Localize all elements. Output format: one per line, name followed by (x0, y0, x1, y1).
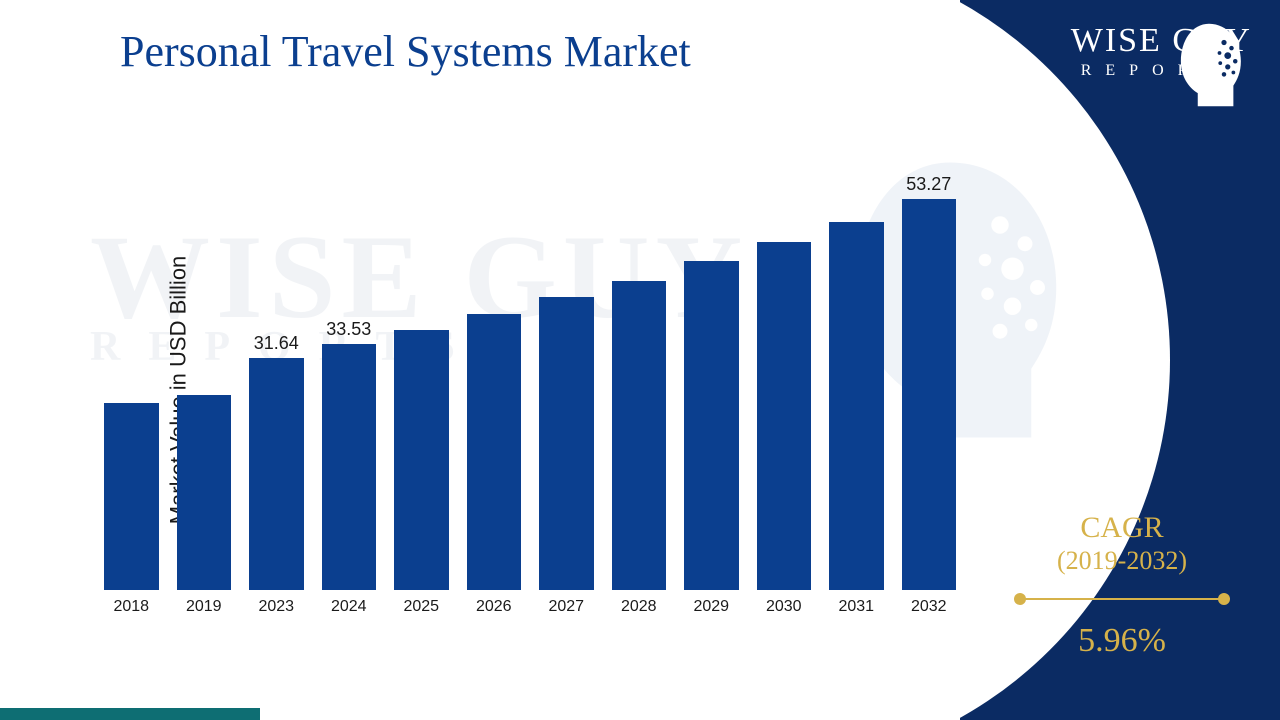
x-axis-label: 2032 (902, 590, 957, 630)
x-axis-label: 2027 (539, 590, 594, 630)
cagr-label: CAGR (1002, 511, 1242, 544)
bar-wrap (684, 237, 739, 590)
x-axis-label: 2025 (394, 590, 449, 630)
bar-wrap (829, 198, 884, 590)
x-axis-label: 2026 (467, 590, 522, 630)
cagr-block: CAGR (2019-2032) 5.96% (1002, 511, 1242, 660)
x-axis-label: 2029 (684, 590, 739, 630)
bar-wrap (104, 379, 159, 590)
bar (612, 281, 667, 590)
bar-value-label: 53.27 (906, 174, 951, 195)
x-axis-label: 2023 (249, 590, 304, 630)
x-axis-label: 2030 (757, 590, 812, 630)
x-axis-label: 2018 (104, 590, 159, 630)
bar-value-label: 31.64 (254, 333, 299, 354)
bar (467, 314, 522, 590)
bar-value-label: 33.53 (326, 319, 371, 340)
bar (539, 297, 594, 590)
bar-wrap (612, 257, 667, 590)
x-axis-label: 2028 (612, 590, 667, 630)
x-axis-label: 2024 (322, 590, 377, 630)
bar-wrap (177, 371, 232, 590)
bar-wrap: 33.53 (322, 319, 377, 590)
x-axis-labels: 2018 2019 2023 2024 2025 2026 2027 2028 2029 2030… (100, 590, 960, 630)
bar-wrap (467, 290, 522, 590)
bar (394, 330, 449, 590)
bar (829, 222, 884, 590)
x-axis-label: 2031 (829, 590, 884, 630)
bar-chart: Market Value in USD Billion 31.6433.5353… (60, 150, 960, 630)
bar (104, 403, 159, 590)
cagr-years: (2019-2032) (1002, 546, 1242, 576)
bar-wrap: 31.64 (249, 333, 304, 590)
cagr-divider (1020, 598, 1224, 600)
plot-area: 31.64 33.53 53.27 (100, 150, 960, 590)
bar-wrap (539, 273, 594, 590)
x-axis-label: 2019 (177, 590, 232, 630)
brand-logo: WISE GUY REPORTS (1071, 22, 1252, 80)
brand-head-icon (1164, 20, 1254, 110)
bar-wrap: 53.27 (902, 174, 957, 590)
bar-wrap (757, 218, 812, 590)
chart-title: Personal Travel Systems Market (120, 26, 691, 77)
cagr-value: 5.96% (1002, 622, 1242, 660)
bar-wrap (394, 306, 449, 590)
bar (322, 344, 377, 590)
bar (684, 261, 739, 590)
bar (177, 395, 232, 590)
bar (757, 242, 812, 590)
bar (249, 358, 304, 590)
bars-container: 31.64 33.53 53.27 (100, 150, 960, 590)
bottom-accent-strip (0, 708, 260, 720)
bar (902, 199, 957, 590)
